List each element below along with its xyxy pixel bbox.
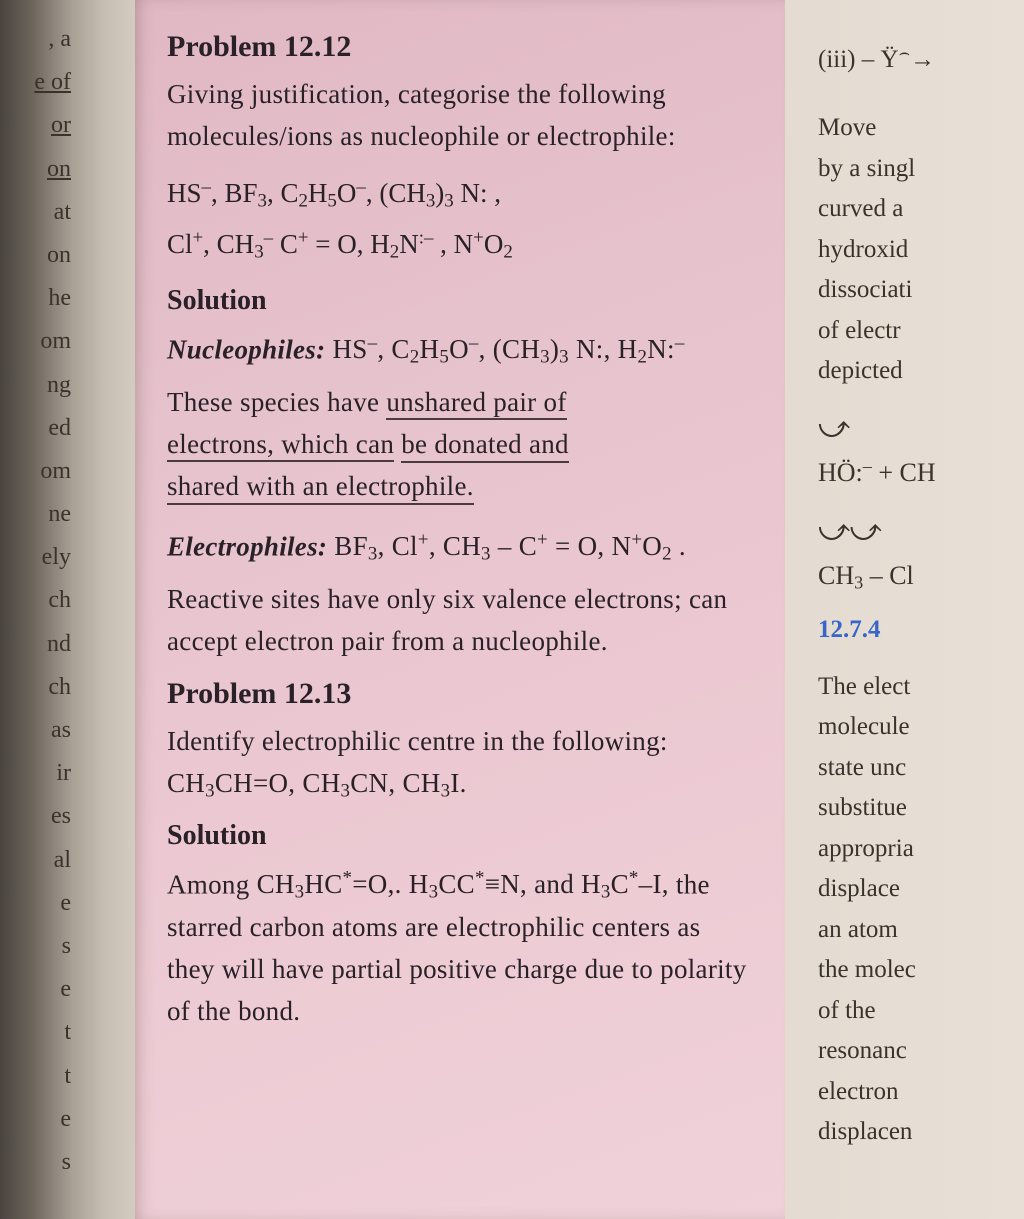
solution-formula: CH3HC*=O,. H3CC*≡N, and H3C*–I, [257,869,669,899]
underlined-text: unshared pair of [386,387,566,420]
gutter-word: ely [0,536,75,579]
page-surface: , a e of or on at on he om ng ed om ne e… [0,0,1024,1219]
chem-fragment: ⤻ HÖ:– + CH [818,404,1024,495]
electrophiles-explanation: Reactive sites have only six valence ele… [167,579,749,663]
gutter-word: s [0,1141,75,1184]
text-fragment: Move [818,108,1024,149]
underlined-text: electrons, which can [167,429,394,462]
text-fragment: Identify electrophilic centre in the fol… [167,726,668,756]
gutter-word: al [0,839,75,882]
gutter-word: ng [0,364,75,407]
nucleophiles-line: Nucleophiles: HS–, C2H5O–, (CH3)3 N:, H2… [167,329,749,372]
text-fragment: These species have [167,387,379,417]
gutter-word: on [0,148,75,191]
gutter-word: as [0,709,75,752]
electrophiles-label: Electrophiles: [167,531,327,561]
chem-fragment: ⤻ ⤻ CH3 – Cl [818,507,1024,599]
gutter-word: he [0,277,75,320]
gutter-word: om [0,450,75,493]
section-number: 12.7.4 [818,610,1024,651]
iii-formula: – Ÿ⌢→ [862,46,935,73]
gutter-word: ne [0,493,75,536]
problem-title: Problem 12.13 [167,677,749,711]
section-number-label: 12.7.4 [818,616,881,643]
text-fragment: the molec [818,950,1024,991]
gutter-word: on [0,234,75,277]
right-column-fragments: (iii) – Ÿ⌢→ Move by a singl curved a hyd… [800,0,1024,1219]
text-fragment: an atom [818,910,1024,951]
underlined-text: shared with an electrophile. [167,471,474,505]
underlined-text: be donated and [401,429,569,463]
gutter-word: ed [0,407,75,450]
problem-statement: Giving justification, categorise the fol… [167,74,749,158]
problem-box: Problem 12.12 Giving justification, cate… [135,0,785,1219]
gutter-word: at [0,191,75,234]
problem-formula: CH3CH=O, CH3CN, CH3I. [167,768,467,798]
gutter-word: ch [0,579,75,622]
text-fragment: dissociati [818,270,1024,311]
solution-heading: Solution [167,820,749,852]
gutter-word: e [0,1098,75,1141]
nucleophiles-label: Nucleophiles: [167,334,325,364]
solution-text: Among CH3HC*=O,. H3CC*≡N, and H3C*–I, th… [167,864,749,1033]
text-fragment: curved a [818,189,1024,230]
text-fragment: hydroxid [818,230,1024,271]
text-fragment: substitue [818,788,1024,829]
text-fragment: electron [818,1072,1024,1113]
text-fragment: displacen [818,1112,1024,1153]
solution-heading: Solution [167,285,749,317]
text-fragment: resonanc [818,1031,1024,1072]
gutter-word: ch [0,666,75,709]
electrophiles-formula: BF3, Cl+, CH3 – C+ = O, N+O2 . [334,531,686,561]
problem-statement: Identify electrophilic centre in the fol… [167,721,749,806]
problem-title: Problem 12.12 [167,30,749,64]
text-fragment: The elect [818,667,1024,708]
text-fragment: molecule [818,707,1024,748]
left-margin-fragments: , a e of or on at on he om ng ed om ne e… [0,0,75,1219]
problem-formula: HS–, BF3, C2H5O–, (CH3)3 N: ,Cl+, CH3– C… [167,168,749,271]
gutter-word: om [0,320,75,363]
text-fragment: displace [818,869,1024,910]
text-fragment: Among [167,869,257,899]
chem-formula: HÖ:– + CH [818,458,936,487]
nucleophiles-formula: HS–, C2H5O–, (CH3)3 N:, H2N:– [332,334,684,364]
gutter-word: es [0,795,75,838]
iii-label: (iii) [818,46,856,73]
item-iii: (iii) – Ÿ⌢→ [818,38,1024,80]
gutter-word: or [0,104,75,147]
gutter-word: e [0,882,75,925]
gutter-word: , a [0,18,75,61]
text-fragment: of the [818,991,1024,1032]
gutter-word: e [0,968,75,1011]
chem-formula: CH3 – Cl [818,561,914,590]
gutter-word: ir [0,752,75,795]
text-fragment: depicted [818,351,1024,392]
nucleophiles-explanation: These species have unshared pair of elec… [167,382,749,508]
gutter-word: s [0,925,75,968]
text-fragment: by a singl [818,149,1024,190]
electrophiles-line: Electrophiles: BF3, Cl+, CH3 – C+ = O, N… [167,526,749,569]
gutter-word: t [0,1055,75,1098]
text-fragment: of electr [818,311,1024,352]
curved-arrow-icon: ⤻ ⤻ [818,514,878,547]
text-fragment: appropria [818,829,1024,870]
gutter-word: e of [0,61,75,104]
gutter-word: t [0,1011,75,1054]
gutter-word: nd [0,623,75,666]
text-fragment: state unc [818,748,1024,789]
curved-arrow-icon: ⤻ [818,411,846,444]
